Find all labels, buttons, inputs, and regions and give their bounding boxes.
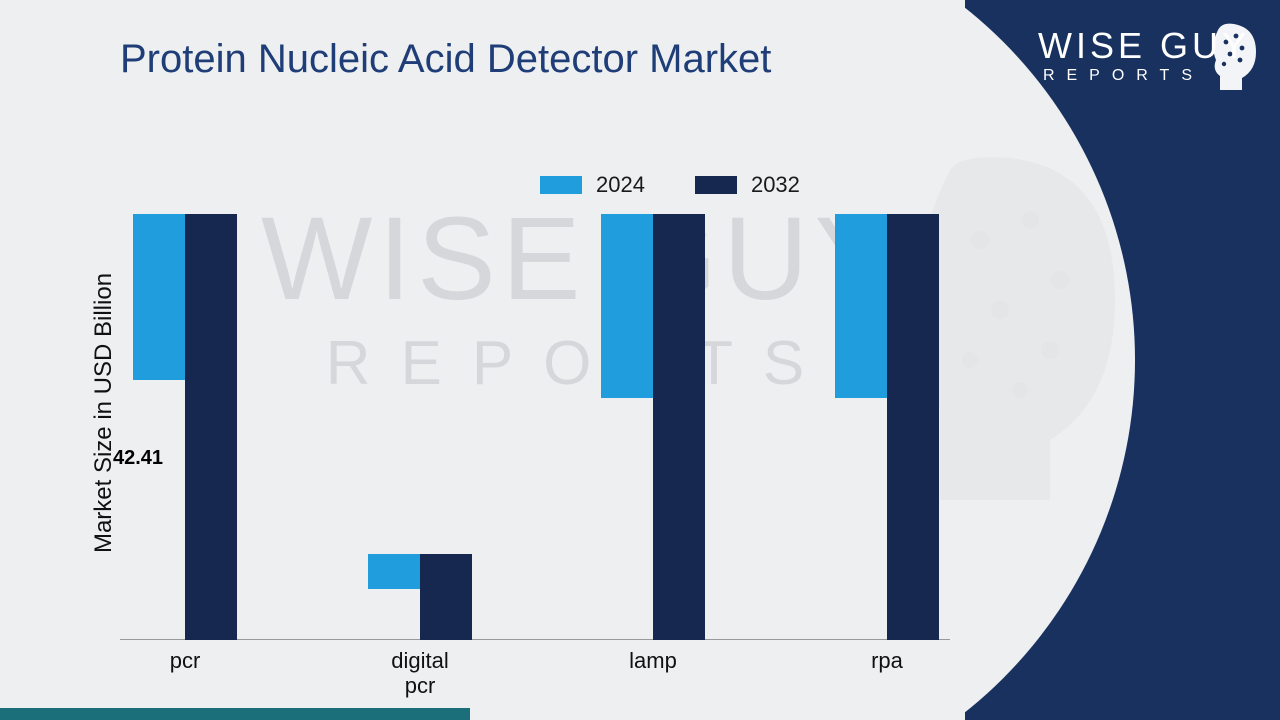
bar-pcr-2024 bbox=[133, 214, 185, 380]
chart-title: Protein Nucleic Acid Detector Market bbox=[120, 36, 820, 82]
bar-group-pcr bbox=[133, 214, 237, 640]
legend-item-2024: 2024 bbox=[540, 172, 645, 198]
x-label-pcr: pcr bbox=[110, 648, 260, 673]
bar-lamp-2024 bbox=[601, 214, 653, 398]
brand-logo: WISE GUY REPORTS bbox=[1038, 28, 1250, 84]
bar-lamp-2032 bbox=[653, 214, 705, 640]
x-label-digital_pcr: digitalpcr bbox=[345, 648, 495, 699]
brand-line2: REPORTS bbox=[1038, 68, 1204, 84]
y-axis-label: Market Size in USD Billion bbox=[90, 198, 118, 628]
legend-swatch-2024 bbox=[540, 176, 582, 194]
bar-group-digital_pcr bbox=[368, 554, 472, 640]
bottom-strip bbox=[0, 708, 470, 720]
brand-line1: WISE GUY bbox=[1038, 28, 1250, 64]
chart: 42.41 pcrdigitalpcrlamprpa bbox=[120, 210, 950, 640]
bar-rpa-2032 bbox=[887, 214, 939, 640]
page: WISE GUY REPORTS Protein Nucleic Acid De… bbox=[0, 0, 1280, 720]
legend: 2024 2032 bbox=[540, 172, 800, 198]
legend-label-2032: 2032 bbox=[751, 172, 800, 198]
bar-group-lamp bbox=[601, 214, 705, 640]
bar-rpa-2024 bbox=[835, 214, 887, 398]
legend-label-2024: 2024 bbox=[596, 172, 645, 198]
bar-digital_pcr-2032 bbox=[420, 554, 472, 640]
bar-digital_pcr-2024 bbox=[368, 554, 420, 589]
x-label-rpa: rpa bbox=[812, 648, 962, 673]
x-label-lamp: lamp bbox=[578, 648, 728, 673]
plot-area: 42.41 bbox=[120, 210, 950, 640]
bar-pcr-2032 bbox=[185, 214, 237, 640]
baseline bbox=[120, 639, 950, 640]
legend-item-2032: 2032 bbox=[695, 172, 800, 198]
legend-swatch-2032 bbox=[695, 176, 737, 194]
bar-group-rpa bbox=[835, 214, 939, 640]
